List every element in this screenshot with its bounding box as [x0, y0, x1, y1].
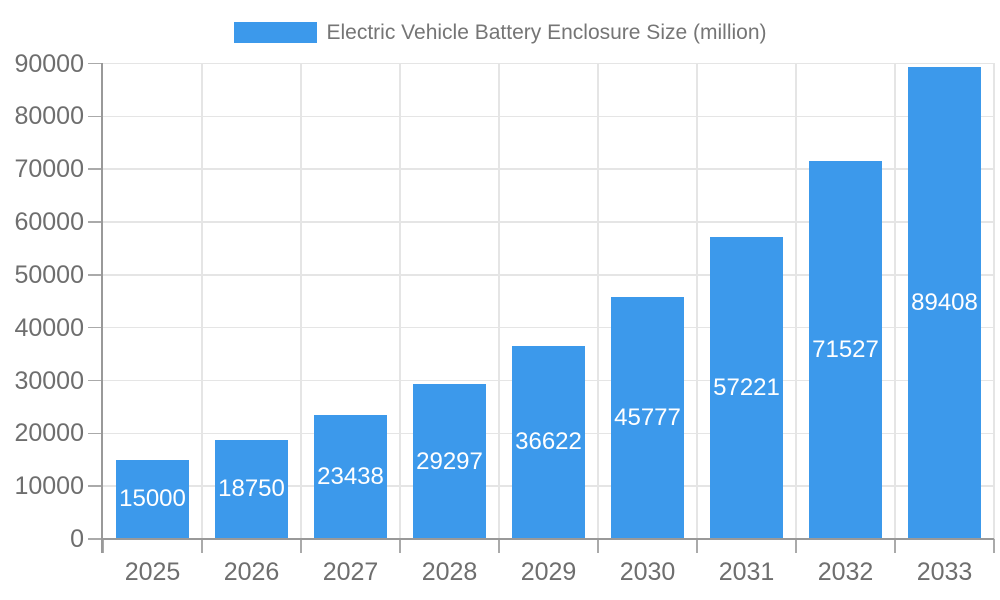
x-axis-label: 2027 — [322, 558, 379, 586]
y-axis-label: 10000 — [14, 472, 84, 501]
y-axis-tick — [88, 168, 102, 170]
x-axis-label: 2025 — [124, 558, 181, 586]
legend-label: Electric Vehicle Battery Enclosure Size … — [326, 21, 767, 44]
y-axis-tick — [88, 62, 102, 65]
bar — [413, 384, 486, 539]
v-gridline — [597, 63, 599, 539]
v-gridline — [795, 63, 797, 539]
x-axis-tick — [894, 539, 896, 553]
x-axis-tick — [498, 539, 500, 553]
x-axis-tick — [399, 539, 401, 553]
h-gridline — [103, 326, 994, 329]
y-axis-tick — [88, 274, 102, 276]
v-gridline — [399, 63, 401, 539]
x-axis-tick — [696, 539, 698, 553]
bar — [710, 236, 783, 539]
x-axis-label: 2029 — [520, 558, 577, 586]
v-gridline — [201, 63, 203, 539]
h-gridline — [103, 62, 994, 65]
h-gridline — [103, 168, 994, 170]
bar-value-label: 45777 — [614, 404, 681, 432]
bar-value-label: 71527 — [812, 336, 879, 364]
x-axis-label: 2032 — [817, 558, 874, 586]
legend-swatch-icon — [233, 22, 317, 43]
x-axis-tick — [102, 539, 104, 553]
y-axis-line — [101, 62, 103, 553]
y-axis-tick — [88, 221, 102, 223]
bar — [809, 161, 882, 539]
y-axis-label: 50000 — [14, 260, 84, 289]
y-axis-tick — [88, 432, 102, 435]
x-axis-tick — [795, 539, 797, 553]
bar — [908, 66, 981, 539]
y-axis-label: 20000 — [14, 419, 84, 448]
bar — [611, 297, 684, 539]
bar — [512, 345, 585, 539]
x-axis-line — [101, 538, 994, 540]
y-axis-label: 0 — [70, 525, 84, 553]
v-gridline — [300, 63, 302, 539]
x-axis-label: 2028 — [421, 558, 478, 586]
y-axis-tick — [88, 538, 102, 540]
y-axis-label: 30000 — [14, 366, 84, 395]
y-axis-label: 90000 — [14, 49, 84, 78]
y-axis-label: 70000 — [14, 155, 84, 184]
legend[interactable]: Electric Vehicle Battery Enclosure Size … — [0, 21, 1000, 44]
h-gridline — [103, 115, 994, 118]
bar-value-label: 23438 — [317, 463, 384, 491]
bar-value-label: 57221 — [713, 373, 780, 401]
x-axis-label: 2030 — [619, 558, 676, 586]
x-axis-label: 2026 — [223, 558, 280, 586]
v-gridline — [498, 63, 500, 539]
x-axis-label: 2031 — [718, 558, 775, 586]
y-axis-tick — [88, 326, 102, 329]
v-gridline — [696, 63, 698, 539]
y-axis-tick — [88, 379, 102, 382]
bar-value-label: 36622 — [515, 428, 582, 456]
y-axis-tick — [88, 485, 102, 487]
y-axis-tick — [88, 115, 102, 118]
y-axis-label: 80000 — [14, 102, 84, 131]
y-axis-label: 60000 — [14, 208, 84, 236]
h-gridline — [103, 274, 994, 276]
x-axis-tick — [993, 539, 995, 553]
bar-value-label: 29297 — [416, 447, 483, 475]
x-axis-label: 2033 — [916, 558, 973, 586]
h-gridline — [103, 221, 994, 223]
bar-value-label: 15000 — [119, 485, 186, 513]
bar — [215, 439, 288, 539]
x-axis-tick — [300, 539, 302, 553]
v-gridline — [993, 63, 995, 539]
x-axis-tick — [597, 539, 599, 553]
y-axis-label: 40000 — [14, 313, 84, 342]
bar — [314, 415, 387, 539]
v-gridline — [894, 63, 896, 539]
x-axis-tick — [201, 539, 203, 553]
bar — [116, 459, 189, 539]
bar-value-label: 18750 — [218, 475, 285, 503]
bar-value-label: 89408 — [911, 288, 978, 316]
